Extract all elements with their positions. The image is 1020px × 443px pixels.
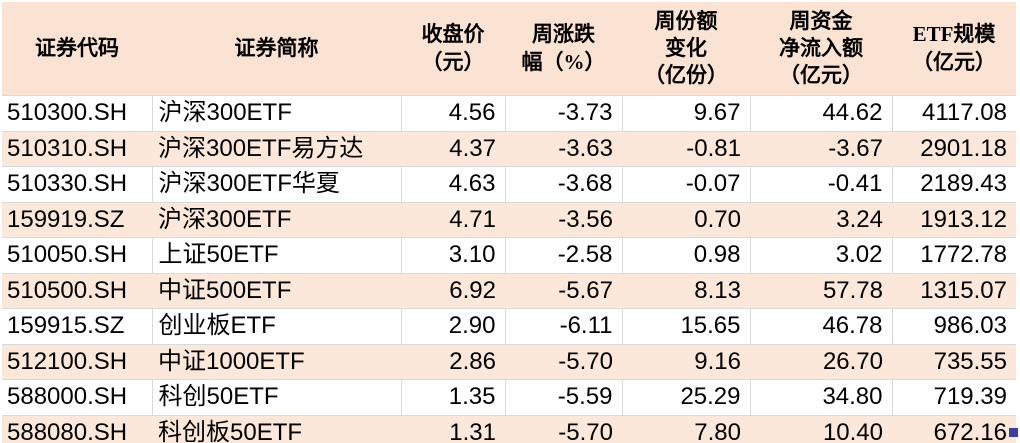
cell-code: 588000.SH	[2, 379, 153, 416]
cell-close: 4.63	[400, 166, 506, 203]
table-row: 510310.SH 沪深300ETF易方达 4.37 -3.63 -0.81 -…	[2, 131, 1016, 167]
cell-close: 2.86	[401, 344, 505, 380]
column-header-week-change: 周涨跌 幅（%）	[505, 2, 622, 96]
cell-code: 510050.SH	[2, 237, 153, 274]
cell-scale: 719.39	[891, 379, 1016, 416]
cell-week-change: -3.73	[504, 95, 623, 132]
cell-net-inflow: 44.62	[749, 95, 893, 132]
cell-code: 159919.SZ	[2, 202, 152, 238]
cell-code: 588080.SH	[2, 415, 152, 443]
cell-week-change: -5.70	[505, 415, 622, 443]
cell-scale: 2189.43	[891, 166, 1016, 203]
cell-name: 沪深300ETF	[152, 202, 401, 238]
cell-scale: 1913.12	[892, 202, 1016, 238]
cell-scale: 672.16	[892, 415, 1016, 443]
cell-code: 510500.SH	[2, 273, 152, 309]
table-row: 159919.SZ 沪深300ETF 4.71 -3.56 0.70 3.24 …	[2, 202, 1016, 238]
cell-net-inflow: 46.78	[749, 308, 893, 345]
cell-close: 1.31	[401, 415, 505, 443]
cell-net-inflow: 3.02	[749, 237, 893, 274]
column-header-close: 收盘价 （元）	[401, 2, 505, 96]
cell-name: 科创板50ETF	[152, 415, 401, 443]
cell-scale: 4117.08	[891, 95, 1016, 132]
cell-week-change: -5.70	[505, 344, 622, 380]
cell-scale: 735.55	[892, 344, 1016, 380]
cell-week-change: -3.63	[505, 131, 622, 167]
cell-share-change: 9.67	[621, 95, 751, 132]
cell-net-inflow: 3.24	[750, 202, 892, 238]
cell-close: 4.37	[401, 131, 505, 167]
cell-net-inflow: 57.78	[750, 273, 892, 309]
cell-close: 6.92	[401, 273, 505, 309]
table-row: 510330.SH 沪深300ETF华夏 4.63 -3.68 -0.07 -0…	[2, 166, 1016, 203]
table-row: 588080.SH 科创板50ETF 1.31 -5.70 7.80 10.40…	[2, 415, 1016, 443]
table-row: 159915.SZ 创业板ETF 2.90 -6.11 15.65 46.78 …	[2, 308, 1016, 345]
cell-scale: 1315.07	[892, 273, 1016, 309]
column-header-scale: ETF规模 （亿元）	[892, 2, 1016, 96]
cell-close: 1.35	[400, 379, 506, 416]
cell-scale: 1772.78	[891, 237, 1016, 274]
column-header-name: 证券简称	[152, 2, 401, 96]
cell-share-change: 15.65	[621, 308, 751, 345]
cell-name: 中证500ETF	[152, 273, 401, 309]
cell-share-change: 9.16	[622, 344, 750, 380]
cell-close: 4.56	[400, 95, 506, 132]
cell-share-change: -0.81	[622, 131, 750, 167]
cell-net-inflow: -3.67	[750, 131, 892, 167]
table-row: 588000.SH 科创50ETF 1.35 -5.59 25.29 34.80…	[2, 379, 1016, 416]
cell-name: 沪深300ETF华夏	[151, 166, 402, 203]
cell-name: 沪深300ETF	[151, 95, 402, 132]
cell-net-inflow: 10.40	[750, 415, 892, 443]
cell-code: 159915.SZ	[2, 308, 153, 345]
cell-net-inflow: -0.41	[749, 166, 893, 203]
cell-week-change: -2.58	[504, 237, 623, 274]
cell-name: 中证1000ETF	[152, 344, 401, 380]
cell-week-change: -6.11	[504, 308, 623, 345]
cell-share-change: 7.80	[622, 415, 750, 443]
cell-net-inflow: 34.80	[749, 379, 893, 416]
cell-close: 2.90	[400, 308, 506, 345]
cell-scale: 2901.18	[892, 131, 1016, 167]
cell-code: 510330.SH	[2, 166, 153, 203]
cell-share-change: 0.70	[622, 202, 750, 238]
cell-code: 510310.SH	[2, 131, 152, 167]
autofill-handle[interactable]	[1009, 428, 1018, 437]
table-row: 512100.SH 中证1000ETF 2.86 -5.70 9.16 26.7…	[2, 344, 1016, 380]
cell-close: 4.71	[401, 202, 505, 238]
cell-week-change: -3.68	[504, 166, 623, 203]
cell-name: 沪深300ETF易方达	[152, 131, 401, 167]
cell-share-change: 0.98	[621, 237, 751, 274]
cell-name: 创业板ETF	[151, 308, 402, 345]
cell-share-change: 8.13	[622, 273, 750, 309]
cell-week-change: -5.59	[504, 379, 623, 416]
cell-code: 512100.SH	[2, 344, 152, 380]
cell-code: 510300.SH	[2, 95, 153, 132]
cell-net-inflow: 26.70	[750, 344, 892, 380]
cell-week-change: -5.67	[505, 273, 622, 309]
cell-share-change: 25.29	[621, 379, 751, 416]
cell-name: 上证50ETF	[151, 237, 402, 274]
cell-share-change: -0.07	[621, 166, 751, 203]
column-header-share-change: 周份额 变化 （亿份）	[622, 2, 750, 96]
table-row: 510300.SH 沪深300ETF 4.56 -3.73 9.67 44.62…	[2, 95, 1016, 132]
table-row: 510050.SH 上证50ETF 3.10 -2.58 0.98 3.02 1…	[2, 237, 1016, 274]
cell-week-change: -3.56	[505, 202, 622, 238]
cell-name: 科创50ETF	[151, 379, 402, 416]
table-row: 510500.SH 中证500ETF 6.92 -5.67 8.13 57.78…	[2, 273, 1016, 309]
header-row: 证券代码 证券简称 收盘价 （元） 周涨跌 幅（%） 周份额 变化 （亿份） 周…	[2, 2, 1016, 96]
cell-scale: 986.03	[891, 308, 1016, 345]
column-header-net-inflow: 周资金 净流入额 （亿元）	[750, 2, 892, 96]
column-header-code: 证券代码	[2, 2, 152, 96]
cell-close: 3.10	[400, 237, 506, 274]
